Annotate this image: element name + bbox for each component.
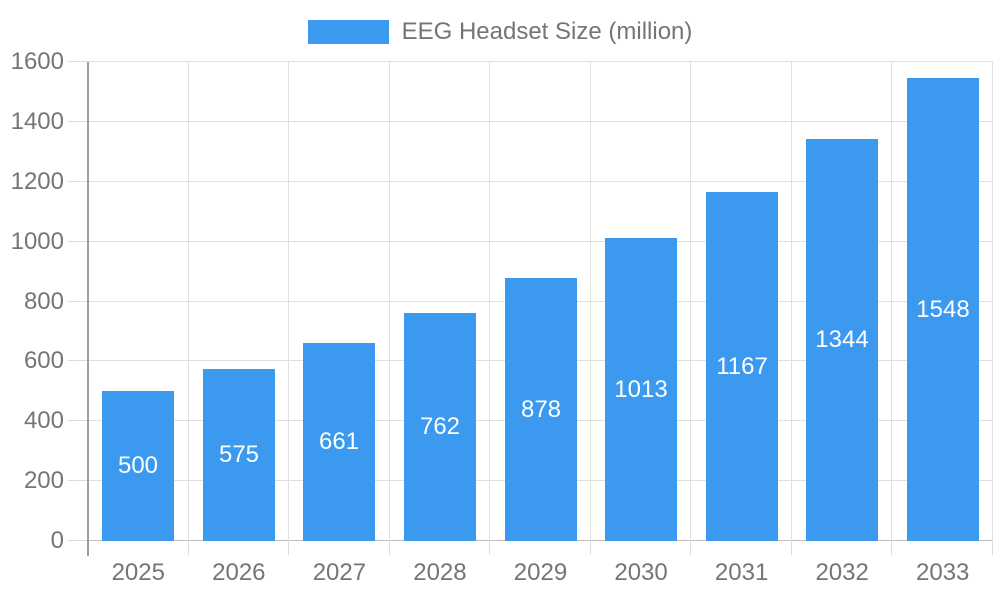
h-gridline	[88, 240, 993, 242]
y-axis-labels: 0 200 400 600 800 1000 1200 1400 1600	[0, 0, 66, 600]
bar[interactable]: 1167	[706, 192, 778, 541]
y-axis-label: 1000	[10, 227, 64, 255]
x-tick	[690, 541, 691, 555]
x-axis-label: 2030	[614, 559, 668, 586]
v-gridline	[891, 62, 892, 541]
bar[interactable]: 1013	[605, 238, 677, 541]
x-tick	[188, 541, 189, 555]
bar-value-label: 1548	[916, 295, 970, 323]
x-tick	[791, 541, 792, 555]
bar[interactable]: 1548	[907, 78, 979, 541]
v-gridline	[791, 62, 792, 541]
x-tick	[590, 541, 591, 555]
x-tick	[891, 541, 892, 555]
y-axis-label: 1200	[10, 167, 64, 195]
y-axis-label: 600	[23, 347, 64, 375]
y-tick	[68, 180, 88, 182]
bar-value-label: 575	[218, 441, 260, 468]
x-axis-label: 2032	[815, 559, 869, 586]
y-tick	[68, 61, 88, 62]
x-tick	[389, 541, 390, 555]
x-axis-label: 2026	[212, 559, 266, 586]
legend-swatch	[307, 20, 389, 44]
y-tick	[68, 120, 88, 122]
bar[interactable]: 661	[303, 343, 375, 541]
y-axis-label: 0	[50, 527, 64, 554]
v-gridline	[590, 62, 591, 541]
v-gridline	[992, 62, 993, 541]
y-axis-label: 400	[23, 407, 64, 435]
y-tick	[68, 540, 88, 541]
legend-label: EEG Headset Size (million)	[401, 18, 693, 45]
legend[interactable]: EEG Headset Size (million)	[0, 18, 1000, 46]
h-gridline	[88, 180, 993, 182]
y-axis-label: 800	[23, 287, 64, 315]
x-axis-label: 2028	[413, 559, 467, 586]
y-tick	[68, 420, 88, 422]
x-axis-label: 2029	[513, 559, 568, 586]
y-axis-label: 1400	[10, 107, 64, 135]
y-tick	[68, 480, 88, 482]
v-gridline	[188, 62, 189, 541]
y-axis-label: 1600	[10, 48, 64, 75]
bar[interactable]: 1344	[806, 139, 878, 541]
bar-value-label: 661	[318, 428, 360, 455]
bar-value-label: 762	[419, 413, 461, 440]
y-axis-label: 200	[23, 467, 64, 495]
v-gridline	[690, 62, 691, 541]
h-gridline	[88, 61, 993, 62]
x-tick	[489, 541, 490, 555]
y-tick	[68, 240, 88, 242]
bar[interactable]: 575	[203, 369, 275, 541]
bar[interactable]: 878	[505, 278, 577, 541]
y-axis-line	[87, 62, 89, 556]
y-tick	[68, 360, 88, 362]
plot-area: 500 575 661 762 878 1013 1167 1344 1548	[88, 61, 993, 541]
x-axis-label: 2033	[916, 559, 970, 586]
v-gridline	[288, 62, 289, 541]
bar[interactable]: 762	[404, 313, 476, 541]
bar-value-label: 1013	[614, 375, 668, 403]
y-tick	[68, 300, 88, 302]
h-gridline	[88, 120, 993, 122]
bar-value-label: 1167	[716, 352, 768, 380]
x-axis-label: 2031	[714, 559, 769, 586]
v-gridline	[489, 62, 490, 541]
x-tick	[288, 541, 289, 555]
bar[interactable]: 500	[102, 391, 174, 541]
x-axis-label: 2027	[312, 559, 367, 586]
v-gridline	[389, 62, 390, 541]
x-axis-label: 2025	[111, 559, 165, 586]
bar-value-label: 500	[117, 452, 159, 479]
bar-value-label: 878	[520, 395, 562, 423]
bar-value-label: 1344	[815, 326, 869, 353]
x-tick	[992, 541, 993, 555]
